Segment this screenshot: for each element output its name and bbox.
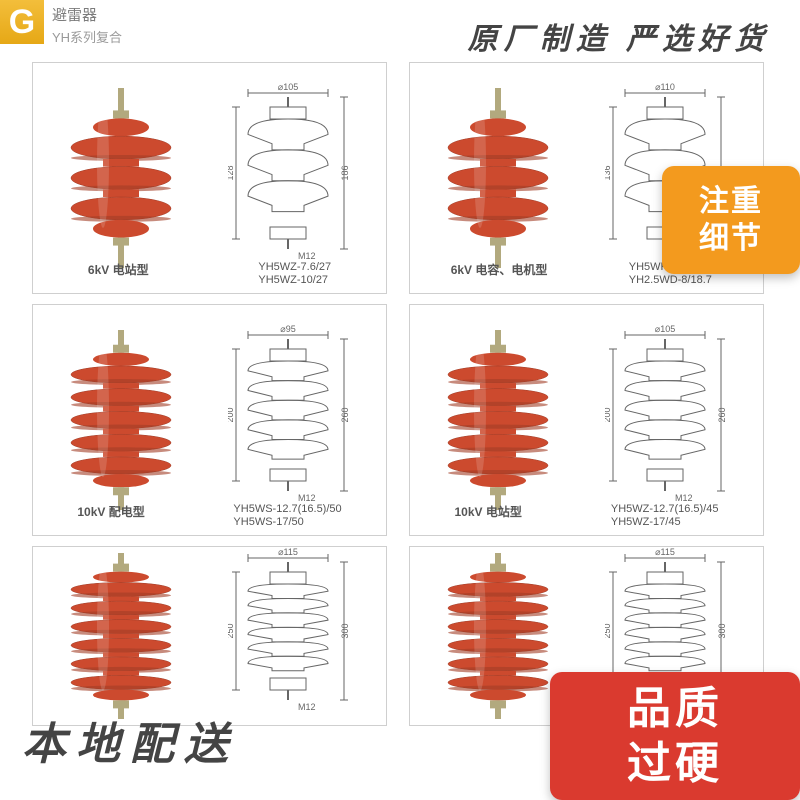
svg-text:⌀110: ⌀110 [655, 83, 675, 92]
svg-text:M12: M12 [298, 702, 316, 712]
badge-attention-to-detail: 注重细节 [662, 166, 800, 274]
bottom-slogan: 本地配送 [22, 708, 238, 772]
svg-text:M12: M12 [298, 251, 316, 261]
product-photo [33, 63, 210, 293]
model-number: YH5WS-17/50 [233, 516, 341, 529]
svg-text:186: 186 [340, 165, 350, 180]
page-header: G 避雷器 YH系列复合 原厂制造 严选好货 [0, 0, 800, 70]
product-photo [33, 547, 210, 725]
svg-text:M12: M12 [298, 493, 316, 503]
svg-text:⌀105: ⌀105 [655, 325, 675, 334]
svg-text:128: 128 [228, 165, 235, 180]
badge2-text: 品质过硬 [627, 681, 723, 791]
product-photo [410, 305, 587, 535]
arrester-illustration [61, 325, 181, 515]
model-number: YH5WZ-12.7(16.5)/45 [611, 503, 719, 516]
svg-text:300: 300 [717, 623, 727, 638]
svg-text:250: 250 [228, 623, 235, 638]
dimension-drawing: ⌀105 186 128 M12 [210, 63, 387, 293]
model-number: YH5WZ-17/45 [611, 516, 719, 529]
svg-text:260: 260 [717, 407, 727, 422]
dimension-drawing: ⌀105 260 200 M12 [587, 305, 764, 535]
badge-quality: 品质过硬 [550, 672, 800, 800]
model-number: YH5WS-12.7(16.5)/50 [233, 503, 341, 516]
product-series: YH系列复合 [52, 27, 122, 46]
caption-voltage-type: 10kV 电站型 [455, 503, 522, 529]
caption-voltage-type: 6kV 电容、电机型 [451, 261, 548, 287]
caption-row: 6kV 电站型 YH5WZ-7.6/27YH5WZ-10/27 [33, 261, 386, 287]
product-category: 避雷器 [52, 4, 122, 25]
dimension-svg: ⌀115 300 250 M12 [228, 548, 368, 724]
caption-row: 10kV 配电型 YH5WS-12.7(16.5)/50YH5WS-17/50 [33, 503, 386, 529]
svg-text:260: 260 [340, 407, 350, 422]
dimension-svg: ⌀105 186 128 M12 [228, 83, 368, 273]
badge1-text: 注重细节 [699, 183, 763, 258]
svg-text:200: 200 [605, 407, 612, 422]
caption-models: YH5WZ-7.6/27YH5WZ-10/27 [258, 261, 331, 287]
model-number: YH5WZ-7.6/27 [258, 261, 331, 274]
dimension-svg: ⌀95 260 200 M12 [228, 325, 368, 515]
catalog-cell: ⌀105 260 200 M12 10kV 电站型 YH5WZ-12.7(16.5)/45… [409, 304, 764, 536]
caption-models: YH5WZ-12.7(16.5)/45YH5WZ-17/45 [611, 503, 719, 529]
dimension-svg: ⌀105 260 200 M12 [605, 325, 745, 515]
svg-text:⌀105: ⌀105 [278, 83, 298, 92]
product-photo [33, 305, 210, 535]
svg-text:300: 300 [340, 623, 350, 638]
slogan-top: 原厂制造 严选好货 [468, 14, 770, 58]
arrester-illustration [438, 548, 558, 724]
brand-logo: G [0, 0, 44, 44]
svg-text:⌀115: ⌀115 [278, 548, 298, 557]
catalog-cell: ⌀95 260 200 M12 10kV 配电型 YH5WS-12.7(16.5)/50Y… [32, 304, 387, 536]
svg-text:M12: M12 [675, 493, 693, 503]
svg-text:200: 200 [228, 407, 235, 422]
catalog-cell: ⌀105 186 128 M12 6kV 电站型 YH5WZ-7.6/27YH5WZ-10… [32, 62, 387, 294]
dimension-drawing: ⌀115 300 250 M12 [210, 547, 387, 725]
arrester-illustration [61, 548, 181, 724]
caption-row: 10kV 电站型 YH5WZ-12.7(16.5)/45YH5WZ-17/45 [410, 503, 763, 529]
caption-voltage-type: 10kV 配电型 [77, 503, 144, 529]
caption-voltage-type: 6kV 电站型 [88, 261, 149, 287]
svg-text:136: 136 [605, 165, 612, 180]
caption-models: YH5WS-12.7(16.5)/50YH5WS-17/50 [233, 503, 341, 529]
svg-text:250: 250 [605, 623, 612, 638]
arrester-illustration [438, 83, 558, 273]
brand-title-block: 避雷器 YH系列复合 [52, 4, 122, 46]
model-number: YH5WZ-10/27 [258, 274, 331, 287]
arrester-illustration [61, 83, 181, 273]
model-number: YH2.5WD-8/18.7 [629, 274, 723, 287]
product-photo [410, 63, 587, 293]
arrester-illustration [438, 325, 558, 515]
svg-text:⌀115: ⌀115 [655, 548, 675, 557]
catalog-cell: ⌀115 300 250 M12 [32, 546, 387, 726]
catalog-grid: ⌀105 186 128 M12 6kV 电站型 YH5WZ-7.6/27YH5WZ-10… [32, 62, 764, 726]
svg-text:⌀95: ⌀95 [280, 325, 295, 334]
dimension-drawing: ⌀95 260 200 M12 [210, 305, 387, 535]
